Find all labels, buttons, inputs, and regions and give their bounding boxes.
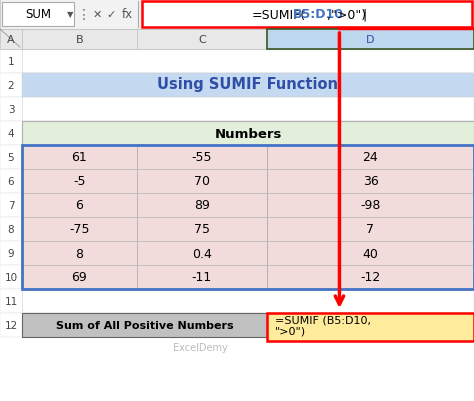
Text: SUM: SUM <box>25 8 51 21</box>
Bar <box>0 30 474 50</box>
Text: ✓: ✓ <box>106 10 116 20</box>
Text: 5: 5 <box>8 153 14 162</box>
Bar <box>22 170 267 194</box>
Text: B5:D10: B5:D10 <box>292 8 344 21</box>
Bar <box>22 241 267 265</box>
Bar <box>0 194 474 217</box>
Text: -5: -5 <box>73 175 86 188</box>
Bar <box>22 146 267 170</box>
Text: B: B <box>76 35 83 45</box>
Bar <box>267 313 474 341</box>
Text: ,">0"): ,">0") <box>328 8 366 21</box>
Text: Numbers: Numbers <box>214 127 282 140</box>
Text: 7: 7 <box>366 223 374 236</box>
Text: 40: 40 <box>363 247 378 260</box>
Bar <box>22 194 267 217</box>
Text: 0.4: 0.4 <box>192 247 212 260</box>
Bar <box>0 74 474 98</box>
Bar <box>22 265 267 289</box>
Bar <box>0 0 474 30</box>
Text: ExcelDemy: ExcelDemy <box>173 342 228 352</box>
Text: -11: -11 <box>192 271 212 284</box>
Text: -75: -75 <box>69 223 90 236</box>
Text: 2: 2 <box>8 81 14 91</box>
Text: ✕: ✕ <box>92 10 102 20</box>
Bar <box>267 30 474 50</box>
Text: 61: 61 <box>72 151 87 164</box>
Text: 7: 7 <box>8 200 14 211</box>
Text: 8: 8 <box>75 247 83 260</box>
Text: |: | <box>362 8 366 21</box>
Bar <box>22 313 267 337</box>
Text: fx: fx <box>121 8 133 21</box>
Text: 69: 69 <box>72 271 87 284</box>
Bar <box>22 217 267 241</box>
Text: -98: -98 <box>360 199 381 212</box>
Bar <box>0 265 474 289</box>
Bar <box>267 170 474 194</box>
Bar <box>0 50 474 74</box>
Bar <box>0 241 474 265</box>
Bar <box>0 146 474 170</box>
Text: 89: 89 <box>194 199 210 212</box>
Text: 4: 4 <box>8 129 14 139</box>
Text: 6: 6 <box>8 176 14 186</box>
Text: 1: 1 <box>8 57 14 67</box>
Bar <box>0 170 474 194</box>
Text: 70: 70 <box>194 175 210 188</box>
Text: 75: 75 <box>194 223 210 236</box>
Text: 9: 9 <box>8 248 14 258</box>
Bar <box>267 217 474 241</box>
Text: 11: 11 <box>4 296 18 306</box>
Text: 3: 3 <box>8 105 14 115</box>
Text: =SUMIF (B5:D10,
">0"): =SUMIF (B5:D10, ">0") <box>275 314 371 336</box>
Bar <box>22 146 474 289</box>
Text: =SUMIF(: =SUMIF( <box>252 8 306 21</box>
Bar <box>267 241 474 265</box>
Bar <box>0 122 474 146</box>
Text: 6: 6 <box>75 199 83 212</box>
Text: 10: 10 <box>4 272 18 282</box>
Bar <box>2 3 74 27</box>
Text: Using SUMIF Function: Using SUMIF Function <box>157 77 338 92</box>
Bar <box>142 2 472 28</box>
Text: 8: 8 <box>8 225 14 235</box>
Text: 12: 12 <box>4 320 18 330</box>
Bar <box>0 98 474 122</box>
Bar <box>267 146 474 170</box>
Text: -12: -12 <box>360 271 381 284</box>
Text: Sum of All Positive Numbers: Sum of All Positive Numbers <box>55 320 233 330</box>
Bar <box>22 122 474 146</box>
Text: A: A <box>7 35 15 45</box>
Bar <box>0 289 474 313</box>
Text: D: D <box>366 35 375 45</box>
Bar <box>267 265 474 289</box>
Text: ⋮: ⋮ <box>77 8 91 22</box>
Text: -55: -55 <box>192 151 212 164</box>
Text: ▼: ▼ <box>67 10 73 20</box>
Bar <box>267 194 474 217</box>
Text: 24: 24 <box>363 151 378 164</box>
Text: 36: 36 <box>363 175 378 188</box>
Bar <box>0 217 474 241</box>
Bar <box>0 313 474 337</box>
Bar <box>22 74 474 98</box>
Text: C: C <box>198 35 206 45</box>
